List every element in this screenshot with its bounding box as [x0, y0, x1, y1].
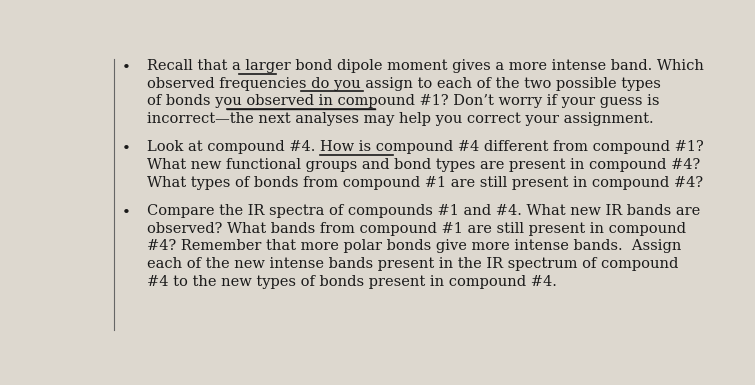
Text: •: •: [122, 142, 131, 156]
Text: incorrect—the next analyses may help you correct your assignment.: incorrect—the next analyses may help you…: [147, 112, 654, 126]
Text: Compare the IR spectra of compounds #1 and #4. What new IR bands are: Compare the IR spectra of compounds #1 a…: [147, 204, 701, 218]
Text: Recall that a larger bond dipole moment gives a more intense band. Which: Recall that a larger bond dipole moment …: [147, 59, 704, 73]
Text: observed? What bands from compound #1 are still present in compound: observed? What bands from compound #1 ar…: [147, 222, 686, 236]
Text: observed frequencies do you assign to each of the two possible types: observed frequencies do you assign to ea…: [147, 77, 661, 91]
Text: •: •: [122, 206, 131, 220]
Text: What new functional groups and bond types are present in compound #4?: What new functional groups and bond type…: [147, 158, 701, 172]
Text: of bonds you observed in compound #1? Don’t worry if your guess is: of bonds you observed in compound #1? Do…: [147, 94, 660, 108]
Text: #4 to the new types of bonds present in compound #4.: #4 to the new types of bonds present in …: [147, 275, 557, 288]
Text: What types of bonds from compound #1 are still present in compound #4?: What types of bonds from compound #1 are…: [147, 176, 703, 189]
Text: each of the new intense bands present in the IR spectrum of compound: each of the new intense bands present in…: [147, 257, 679, 271]
Text: Look at compound #4. How is compound #4 different from compound #1?: Look at compound #4. How is compound #4 …: [147, 140, 704, 154]
Text: •: •: [122, 61, 131, 75]
Text: #4? Remember that more polar bonds give more intense bands.  Assign: #4? Remember that more polar bonds give …: [147, 239, 682, 253]
